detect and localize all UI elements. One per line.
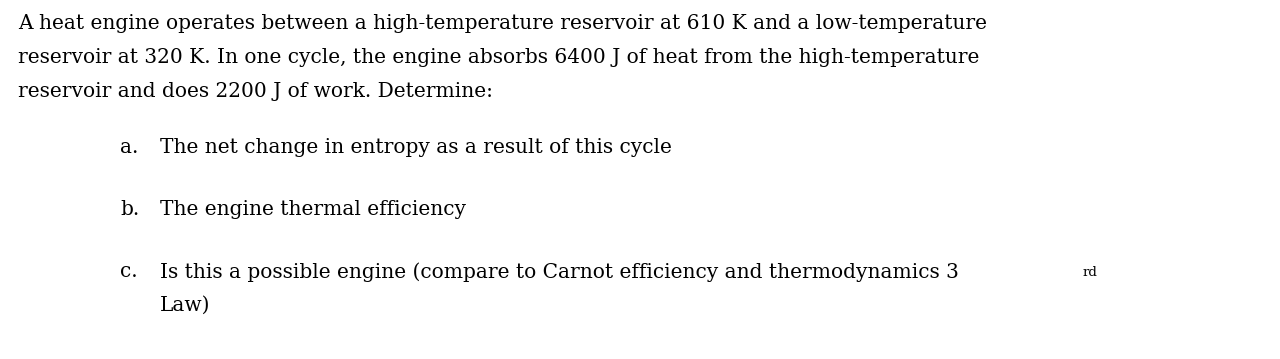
Text: reservoir at 320 K. In one cycle, the engine absorbs 6400 J of heat from the hig: reservoir at 320 K. In one cycle, the en… [18, 48, 979, 67]
Text: The engine thermal efficiency: The engine thermal efficiency [160, 200, 466, 219]
Text: Is this a possible engine (compare to Carnot efficiency and thermodynamics 3: Is this a possible engine (compare to Ca… [160, 262, 959, 282]
Text: a.: a. [120, 138, 138, 157]
Text: Law): Law) [160, 296, 210, 315]
Text: A heat engine operates between a high-temperature reservoir at 610 K and a low-t: A heat engine operates between a high-te… [18, 14, 987, 33]
Text: rd: rd [1083, 266, 1098, 279]
Text: reservoir and does 2200 J of work. Determine:: reservoir and does 2200 J of work. Deter… [18, 82, 493, 101]
Text: c.: c. [120, 262, 138, 281]
Text: The net change in entropy as a result of this cycle: The net change in entropy as a result of… [160, 138, 672, 157]
Text: b.: b. [120, 200, 140, 219]
